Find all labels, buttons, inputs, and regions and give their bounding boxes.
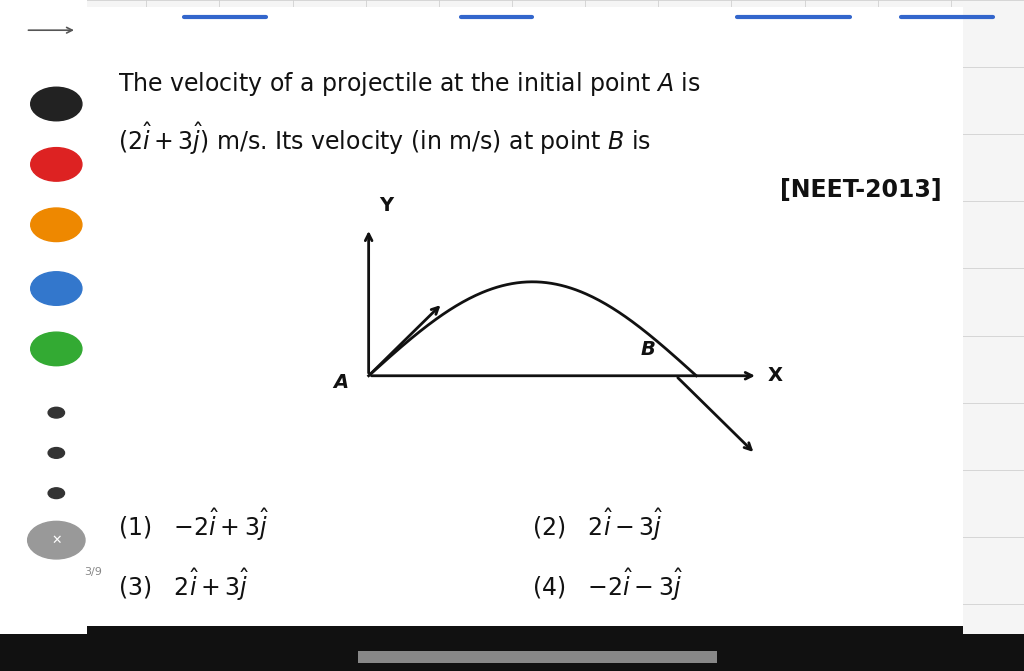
Text: (3)   $2\hat{i}+3\hat{j}$: (3) $2\hat{i}+3\hat{j}$ xyxy=(118,567,250,603)
Circle shape xyxy=(48,407,65,418)
Circle shape xyxy=(31,148,82,181)
Bar xyxy=(0,0,87,671)
Text: X: X xyxy=(768,366,783,385)
Text: (1)   $-2\hat{i}+3\hat{j}$: (1) $-2\hat{i}+3\hat{j}$ xyxy=(118,507,269,543)
Text: (2)   $2\hat{i}-3\hat{j}$: (2) $2\hat{i}-3\hat{j}$ xyxy=(532,507,665,543)
Bar xyxy=(87,626,963,634)
Text: (4)   $-2\hat{i}-3\hat{j}$: (4) $-2\hat{i}-3\hat{j}$ xyxy=(532,567,684,603)
Bar xyxy=(0,634,1024,671)
Circle shape xyxy=(31,332,82,366)
Circle shape xyxy=(31,272,82,305)
Circle shape xyxy=(28,521,85,559)
Text: B: B xyxy=(640,340,655,359)
Text: ✕: ✕ xyxy=(51,533,61,547)
Circle shape xyxy=(48,488,65,499)
Text: Y: Y xyxy=(379,196,393,215)
Text: [NEET-2013]: [NEET-2013] xyxy=(780,178,942,202)
Text: $(2\hat{i}+3\hat{j})$ m/s. Its velocity (in m/s) at point $\mathit{B}$ is: $(2\hat{i}+3\hat{j})$ m/s. Its velocity … xyxy=(118,121,651,157)
Text: The velocity of a projectile at the initial point $\mathit{A}$ is: The velocity of a projectile at the init… xyxy=(118,70,700,99)
Bar xyxy=(87,7,963,631)
Circle shape xyxy=(48,448,65,458)
Circle shape xyxy=(31,87,82,121)
Text: 3/9: 3/9 xyxy=(84,567,101,577)
Bar xyxy=(358,651,717,663)
Circle shape xyxy=(31,208,82,242)
Text: A: A xyxy=(333,373,348,392)
